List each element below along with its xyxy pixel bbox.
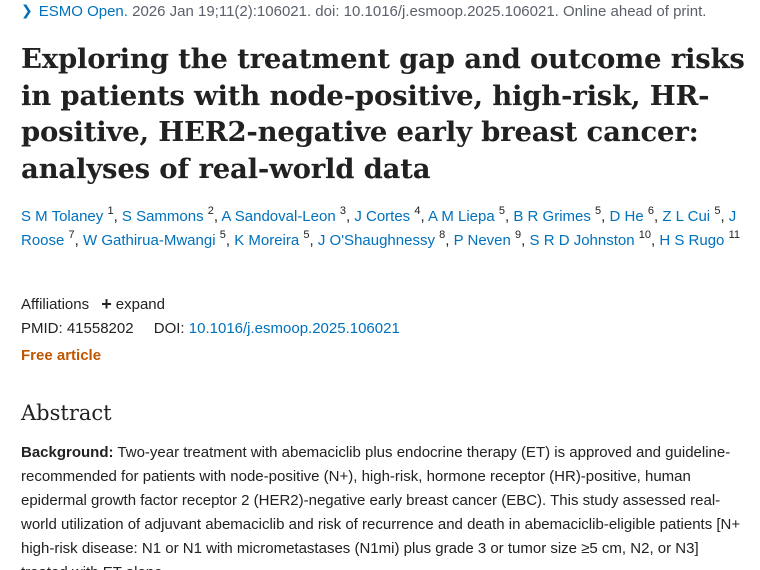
affiliations-row: Affiliations + expand xyxy=(21,293,165,314)
author-link[interactable]: J Roose xyxy=(21,208,737,249)
pmid-value: 41558202 xyxy=(66,320,134,337)
pmid-label: PMID: xyxy=(21,320,63,337)
affiliation-number[interactable]: 6 xyxy=(647,205,654,217)
author-link[interactable]: A Sandoval-Leon xyxy=(221,208,336,225)
expand-affiliations-button[interactable]: + expand xyxy=(101,294,165,314)
affiliations-label: Affiliations xyxy=(21,296,90,313)
plus-icon: + xyxy=(101,294,112,314)
affiliation-number[interactable]: 5 xyxy=(303,229,310,241)
affiliation-number[interactable]: 3 xyxy=(339,205,346,217)
author-link[interactable]: P Neven xyxy=(453,232,511,249)
author-link[interactable]: D He xyxy=(609,208,644,225)
author-link[interactable]: K Moreira xyxy=(234,232,300,249)
free-article-badge: Free article xyxy=(21,347,102,364)
affiliation-number[interactable]: 5 xyxy=(714,205,721,217)
journal-link[interactable]: ESMO Open. xyxy=(38,3,128,20)
doi-label: DOI: xyxy=(153,320,185,337)
author-link[interactable]: J Cortes xyxy=(354,208,411,225)
affiliation-number[interactable]: 2 xyxy=(207,205,214,217)
author-link[interactable]: J O'Shaughnessy xyxy=(317,232,435,249)
background-text: Two-year treatment with abemaciclib plus… xyxy=(21,444,741,570)
affiliation-number[interactable]: 10 xyxy=(638,229,651,241)
expand-label: expand xyxy=(115,296,165,313)
author-link[interactable]: S R D Johnston xyxy=(529,232,635,249)
affiliation-number[interactable]: 9 xyxy=(515,229,522,241)
background-label: Background: xyxy=(21,444,114,461)
affiliation-number[interactable]: 5 xyxy=(595,205,602,217)
author-link[interactable]: W Gathirua-Mwangi xyxy=(83,232,216,249)
doi-link[interactable]: 10.1016/j.esmoop.2025.106021 xyxy=(188,320,400,337)
abstract-heading: Abstract xyxy=(21,401,112,425)
author-link[interactable]: H S Rugo xyxy=(659,232,725,249)
authors-list: S M Tolaney 1, S Sammons 2, A Sandoval-L… xyxy=(21,205,740,250)
chevron-right-icon[interactable]: ❯ xyxy=(21,2,33,18)
affiliation-number[interactable]: 4 xyxy=(414,205,421,217)
author-link[interactable]: B R Grimes xyxy=(513,208,591,225)
author-link[interactable]: S Sammons xyxy=(121,208,204,225)
citation-details: 2026 Jan 19;11(2):106021. doi: 10.1016/j… xyxy=(127,3,707,20)
affiliation-number[interactable]: 11 xyxy=(728,229,740,241)
author-link[interactable]: S M Tolaney xyxy=(21,208,104,225)
author-link[interactable]: A M Liepa xyxy=(428,208,495,225)
affiliation-number[interactable]: 5 xyxy=(219,229,226,241)
identifiers-row: PMID: 41558202 DOI: 10.1016/j.esmoop.202… xyxy=(21,320,400,337)
affiliation-number[interactable]: 5 xyxy=(498,205,506,217)
affiliation-number[interactable]: 7 xyxy=(68,229,75,241)
article-title: Exploring the treatment gap and outcome … xyxy=(21,43,745,185)
abstract-background: Background: Two-year treatment with abem… xyxy=(21,441,743,570)
affiliation-number[interactable]: 1 xyxy=(107,205,114,217)
author-link[interactable]: Z L Cui xyxy=(662,208,711,225)
citation-line: ❯ ESMO Open. 2026 Jan 19;11(2):106021. do… xyxy=(21,2,707,20)
affiliation-number[interactable]: 8 xyxy=(439,229,446,241)
